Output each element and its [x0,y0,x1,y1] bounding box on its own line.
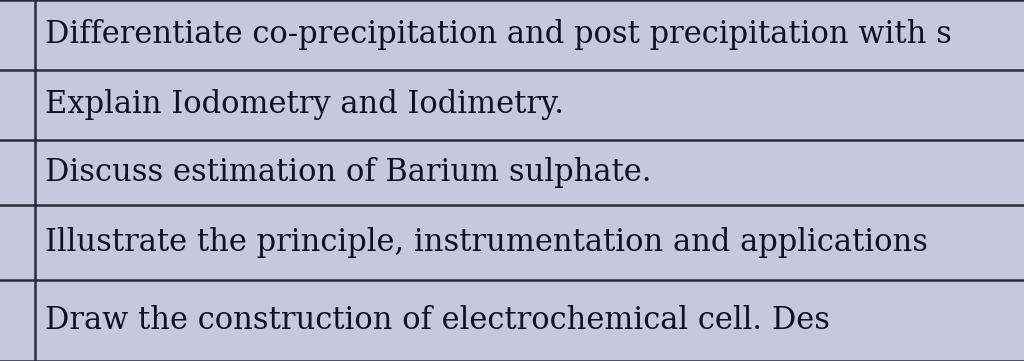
Text: Illustrate the principle, instrumentation and applications: Illustrate the principle, instrumentatio… [45,227,928,258]
Text: Discuss estimation of Barium sulphate.: Discuss estimation of Barium sulphate. [45,157,651,188]
Text: Explain Iodometry and Iodimetry.: Explain Iodometry and Iodimetry. [45,90,564,121]
Text: Differentiate co-precipitation and post precipitation with s: Differentiate co-precipitation and post … [45,19,952,51]
Text: Draw the construction of electrochemical cell. Des: Draw the construction of electrochemical… [45,305,830,336]
